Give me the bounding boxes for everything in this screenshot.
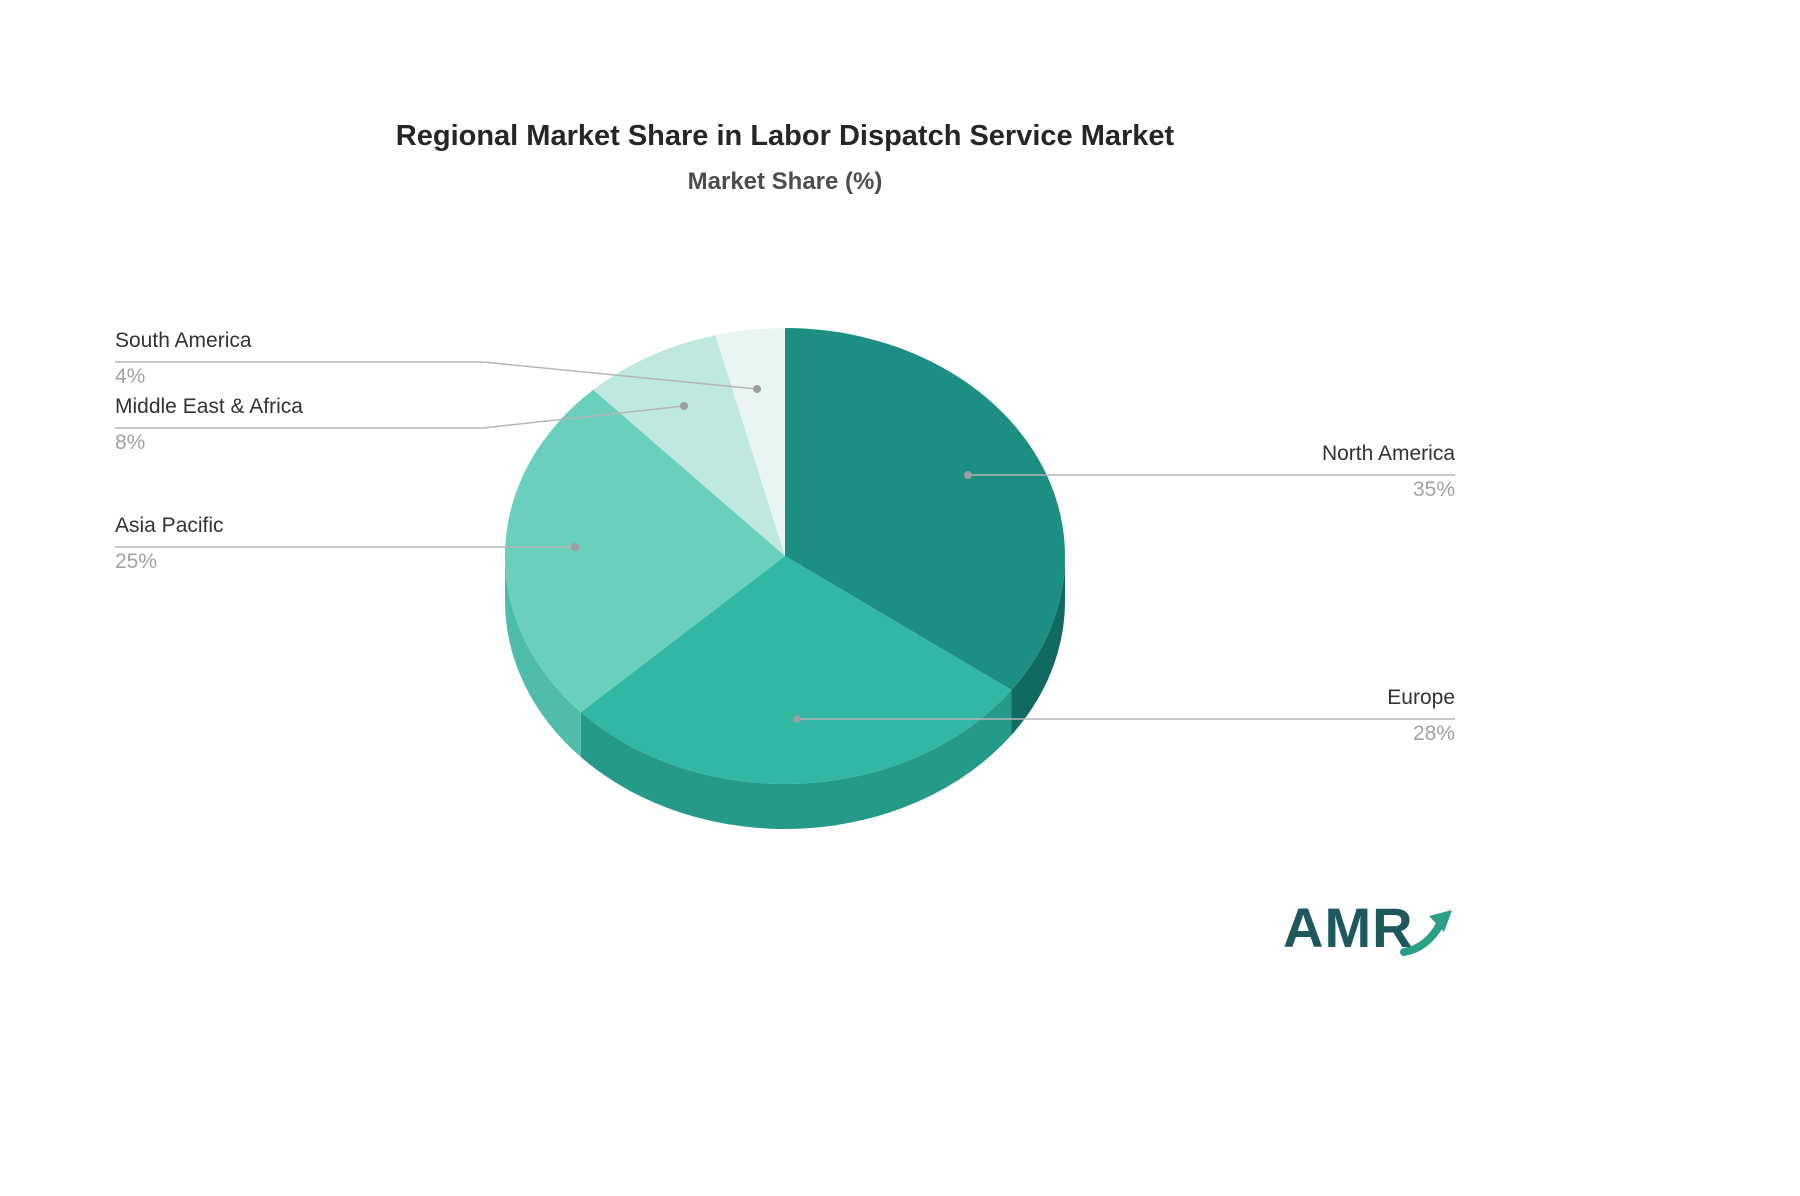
label-europe-name: Europe bbox=[1387, 686, 1455, 709]
trend-arrow-icon bbox=[1399, 910, 1452, 956]
chart-subtitle: Market Share (%) bbox=[687, 168, 883, 195]
pie-slices bbox=[504, 328, 1065, 829]
label-middle-east-africa: Middle East & Africa 8% bbox=[115, 396, 303, 453]
pie-slice-side-europe bbox=[580, 690, 1012, 829]
leader-dot-middle-east-africa bbox=[680, 402, 688, 410]
label-asia-pacific-name: Asia Pacific bbox=[115, 514, 224, 537]
pie-slice-middle-east-africa[interactable] bbox=[593, 335, 785, 556]
leader-line-south-america bbox=[115, 361, 758, 390]
pie-slice-asia-pacific[interactable] bbox=[504, 389, 785, 713]
label-south-america-value: 4% bbox=[115, 365, 146, 388]
label-north-america: North America 35% bbox=[1322, 443, 1455, 500]
leader-dot-south-america bbox=[753, 385, 761, 393]
label-asia-pacific-value: 25% bbox=[115, 550, 158, 573]
pie-slice-side-asia-pacific bbox=[504, 556, 581, 758]
amr-logo: AMR bbox=[1283, 900, 1454, 958]
label-north-america-name: North America bbox=[1321, 442, 1455, 465]
pie-slice-south-america[interactable] bbox=[715, 328, 785, 556]
leader-dot-europe bbox=[793, 715, 801, 723]
label-south-america-name: South America bbox=[115, 329, 252, 352]
pie-slice-side-north-america bbox=[1011, 556, 1065, 735]
label-asia-pacific: Asia Pacific 25% bbox=[115, 515, 224, 572]
chart-title: Regional Market Share in Labor Dispatch … bbox=[395, 120, 1175, 152]
label-europe: Europe 28% bbox=[1387, 687, 1455, 744]
label-south-america: South America 4% bbox=[115, 330, 252, 387]
pie-slice-europe[interactable] bbox=[580, 556, 1012, 784]
leader-line-middle-east-africa bbox=[115, 405, 685, 429]
label-north-america-value: 35% bbox=[1412, 478, 1455, 501]
leader-dot-asia-pacific bbox=[571, 543, 579, 551]
amr-logo-text: AMR bbox=[1283, 896, 1414, 959]
label-middle-east-africa-name: Middle East & Africa bbox=[115, 395, 303, 418]
label-middle-east-africa-value: 8% bbox=[115, 431, 146, 454]
leader-lines bbox=[115, 361, 1455, 723]
leader-dot-north-america bbox=[964, 471, 972, 479]
pie-slice-north-america[interactable] bbox=[785, 328, 1065, 690]
label-europe-value: 28% bbox=[1412, 722, 1455, 745]
